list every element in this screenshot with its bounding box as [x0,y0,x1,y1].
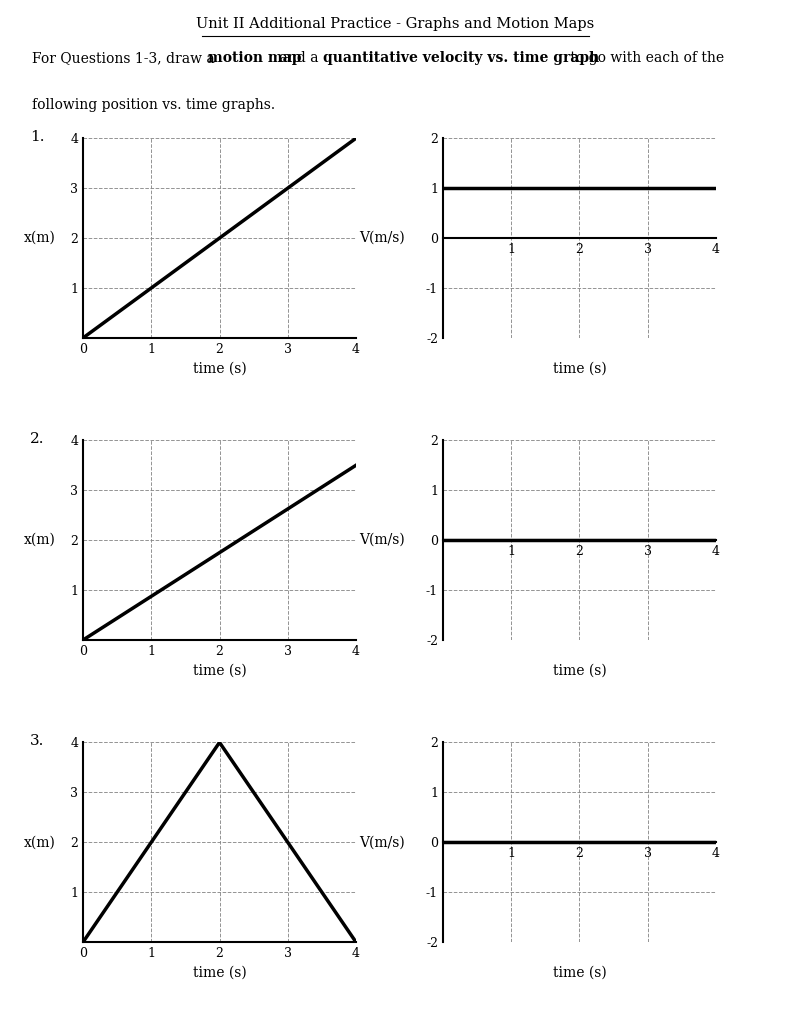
Text: For Questions 1-3, draw a: For Questions 1-3, draw a [32,51,219,65]
Y-axis label: x(m): x(m) [24,836,55,849]
Text: following position vs. time graphs.: following position vs. time graphs. [32,97,274,112]
Text: 1.: 1. [30,130,44,144]
Y-axis label: V(m/s): V(m/s) [358,534,404,547]
X-axis label: time (s): time (s) [553,664,606,678]
Text: motion map: motion map [207,51,301,65]
Y-axis label: V(m/s): V(m/s) [358,836,404,849]
Text: 2.: 2. [30,432,44,446]
Text: and a: and a [275,51,324,65]
X-axis label: time (s): time (s) [193,966,246,980]
X-axis label: time (s): time (s) [193,664,246,678]
Text: Unit II Additional Practice - Graphs and Motion Maps: Unit II Additional Practice - Graphs and… [196,16,595,31]
Text: quantitative velocity vs. time graph: quantitative velocity vs. time graph [323,51,599,65]
Y-axis label: x(m): x(m) [24,534,55,547]
Y-axis label: x(m): x(m) [24,231,55,245]
Text: to go with each of the: to go with each of the [566,51,725,65]
X-axis label: time (s): time (s) [553,966,606,980]
Text: 3.: 3. [30,734,44,749]
X-axis label: time (s): time (s) [553,361,606,376]
Y-axis label: V(m/s): V(m/s) [358,231,404,245]
X-axis label: time (s): time (s) [193,361,246,376]
